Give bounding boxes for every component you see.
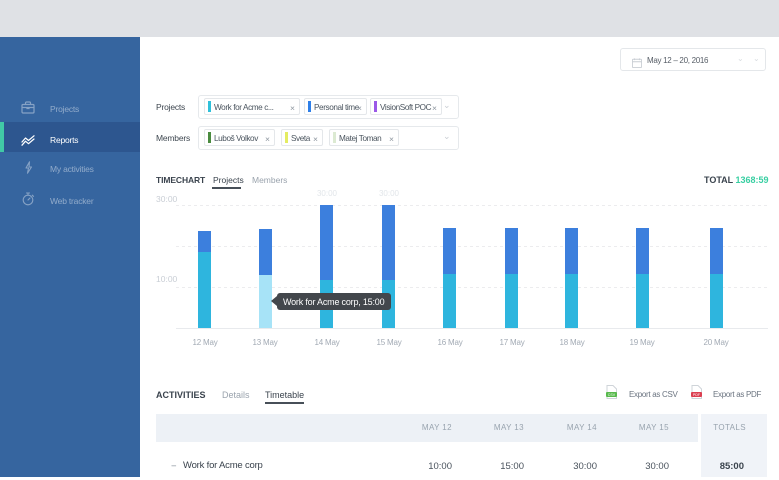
- svg-text:PDF: PDF: [693, 393, 701, 397]
- svg-text:CSV: CSV: [608, 393, 616, 397]
